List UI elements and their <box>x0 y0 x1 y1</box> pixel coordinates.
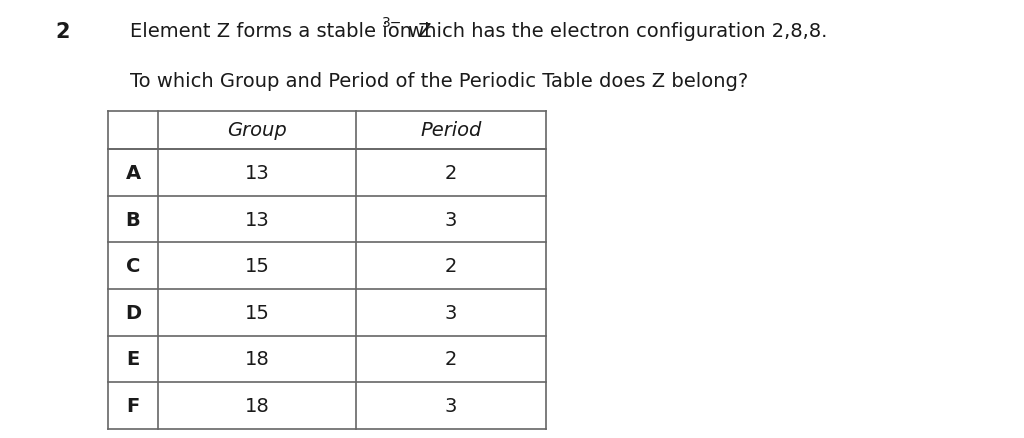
Text: To which Group and Period of the Periodic Table does Z belong?: To which Group and Period of the Periodi… <box>130 72 749 91</box>
Text: D: D <box>125 303 141 322</box>
Text: E: E <box>126 350 139 369</box>
Text: 3: 3 <box>444 396 457 415</box>
Text: 3: 3 <box>444 303 457 322</box>
Text: 13: 13 <box>245 163 269 182</box>
Text: 2: 2 <box>55 22 70 42</box>
Text: 13: 13 <box>245 210 269 229</box>
Text: 15: 15 <box>245 303 269 322</box>
Text: C: C <box>126 257 140 276</box>
Text: F: F <box>126 396 139 415</box>
Text: 2: 2 <box>444 163 457 182</box>
Text: Period: Period <box>420 121 481 140</box>
Text: which has the electron configuration 2,8,8.: which has the electron configuration 2,8… <box>402 22 827 41</box>
Text: Element Z forms a stable ion Z: Element Z forms a stable ion Z <box>130 22 432 41</box>
Text: 15: 15 <box>245 257 269 276</box>
Text: 18: 18 <box>245 396 269 415</box>
Text: 2: 2 <box>444 350 457 369</box>
Text: Group: Group <box>227 121 287 140</box>
Text: 18: 18 <box>245 350 269 369</box>
Text: 2: 2 <box>444 257 457 276</box>
Text: B: B <box>126 210 140 229</box>
Text: A: A <box>125 163 140 182</box>
Text: 3: 3 <box>444 210 457 229</box>
Text: 3−: 3− <box>382 16 402 30</box>
